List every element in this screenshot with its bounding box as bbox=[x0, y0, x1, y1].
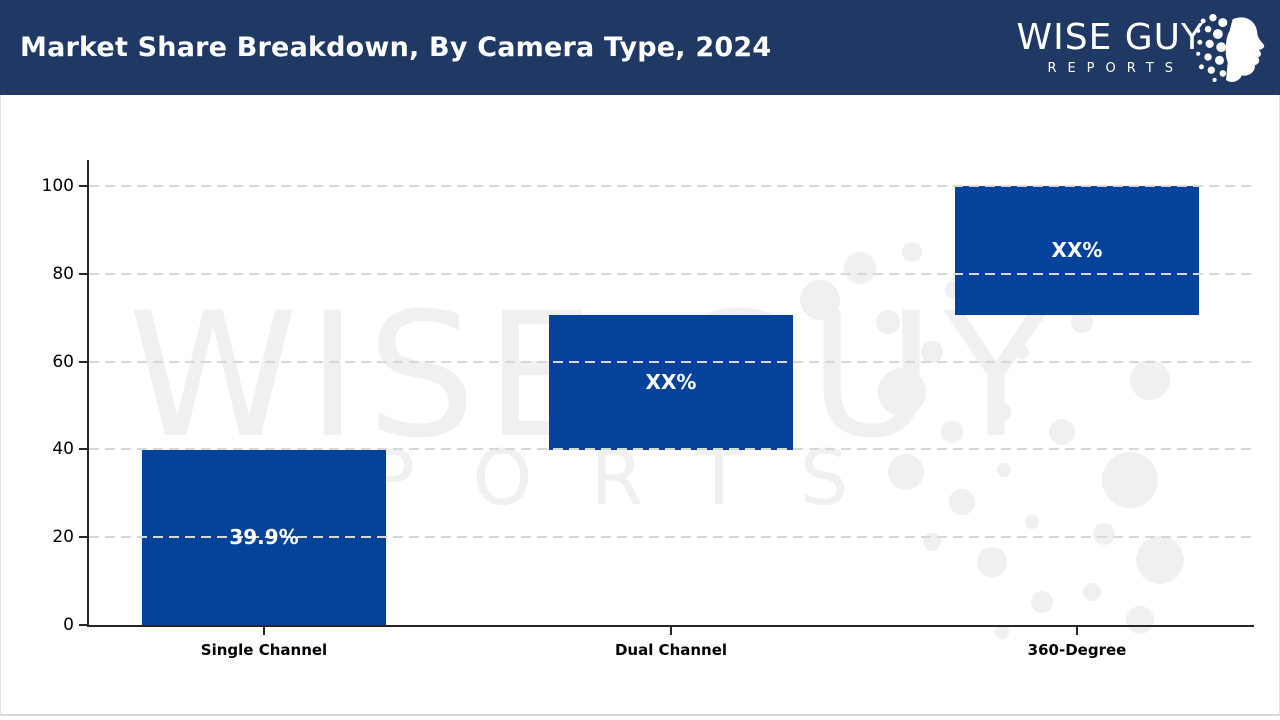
bar-segment bbox=[549, 314, 793, 450]
y-axis-line bbox=[87, 160, 89, 627]
y-tick-label: 60 bbox=[52, 351, 74, 372]
x-category-label: 360-Degree bbox=[1027, 641, 1127, 659]
y-tick-label: 40 bbox=[52, 439, 74, 460]
y-tick-label: 0 bbox=[63, 615, 74, 635]
y-tick-mark bbox=[79, 624, 87, 626]
bar-value-label: XX% bbox=[1051, 238, 1103, 263]
brand-logo: WISE GUY REPORTS bbox=[1017, 7, 1273, 89]
page-title: Market Share Breakdown, By Camera Type, … bbox=[20, 32, 772, 63]
x-category-label: Single Channel bbox=[200, 641, 328, 659]
y-tick-mark bbox=[79, 272, 87, 275]
x-tick-mark bbox=[670, 627, 672, 635]
x-tick-mark bbox=[1076, 627, 1078, 635]
y-tick-label: 80 bbox=[52, 263, 74, 284]
bar-value-label: XX% bbox=[645, 370, 697, 395]
logo-subtext: REPORTS bbox=[1047, 61, 1185, 76]
x-tick-mark bbox=[263, 627, 265, 635]
logo-wordmark-text: WISE GUY bbox=[1016, 17, 1204, 58]
gridline bbox=[89, 360, 1252, 363]
watermark-dots-icon bbox=[800, 242, 1184, 639]
x-axis-line bbox=[87, 625, 1254, 627]
y-tick-mark bbox=[79, 536, 87, 539]
brand-wordmark: WISE GUY REPORTS bbox=[1016, 17, 1205, 77]
header: Market Share Breakdown, By Camera Type, … bbox=[0, 0, 1280, 95]
gridline bbox=[89, 272, 1252, 275]
gridline bbox=[89, 536, 1252, 539]
bar-segment bbox=[955, 186, 1199, 315]
y-tick-mark bbox=[79, 360, 87, 363]
gridline bbox=[89, 185, 1252, 187]
y-tick-label: 100 bbox=[41, 176, 74, 196]
bar-value-label: 39.9% bbox=[229, 525, 299, 550]
gridline bbox=[89, 448, 1252, 451]
y-tick-mark bbox=[79, 185, 87, 187]
y-tick-label: 20 bbox=[52, 527, 74, 548]
y-tick-mark bbox=[79, 448, 87, 451]
logo-face-icon bbox=[1196, 13, 1265, 83]
x-category-label: Dual Channel bbox=[614, 641, 728, 659]
footer-divider bbox=[0, 714, 1280, 716]
left-edge-divider bbox=[0, 95, 1, 716]
